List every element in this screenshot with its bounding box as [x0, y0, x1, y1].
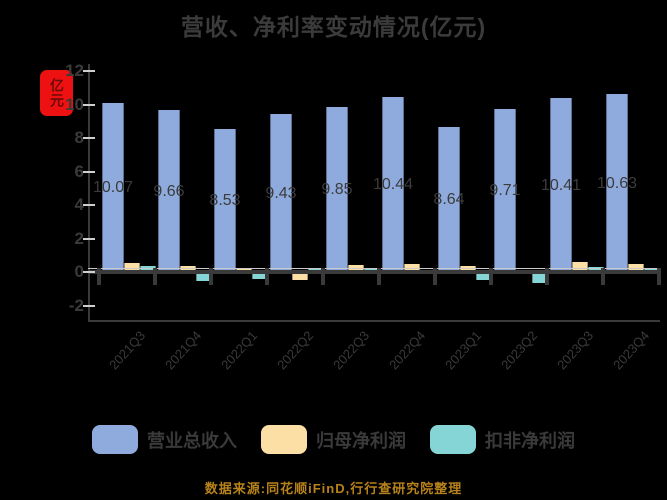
x-axis-tick-mark [209, 268, 213, 285]
legend-item-net-profit: 归母净利润 [261, 425, 406, 454]
legend-swatch-net-profit [261, 425, 307, 454]
y-axis-tick-mark [83, 237, 95, 240]
bar-net-profit [124, 262, 140, 272]
value-label: 10.44 [372, 176, 414, 194]
value-label: 10.63 [596, 174, 638, 192]
y-axis-tick-label: -2 [68, 295, 84, 315]
legend-label-net-profit: 归母净利润 [316, 430, 406, 451]
bar-revenue [494, 109, 516, 272]
bar-net-profit [628, 263, 644, 272]
y-axis-tick-label: 12 [65, 61, 84, 80]
bar-revenue [270, 114, 292, 272]
y-axis-tick-label: 0 [74, 262, 84, 281]
bar-revenue [102, 103, 124, 272]
x-axis-tick-mark [433, 268, 437, 285]
bar-revenue [382, 97, 404, 272]
value-label: 9.66 [153, 182, 185, 200]
bar-net-profit [404, 263, 420, 272]
value-label: 8.64 [433, 191, 465, 209]
y-axis-line [88, 64, 90, 322]
x-axis-tick-mark [601, 268, 605, 285]
bar-net-profit [236, 267, 252, 272]
legend-swatch-revenue [92, 425, 138, 454]
bar-revenue [438, 127, 460, 272]
x-axis-tick-mark [545, 268, 549, 285]
legend-label-revenue: 营业总收入 [147, 430, 237, 451]
value-label: 8.53 [209, 192, 241, 210]
x-axis-tick-mark [489, 268, 493, 285]
value-label: 9.71 [489, 182, 521, 200]
value-label: 10.07 [92, 179, 134, 197]
bar-net-profit [292, 272, 308, 280]
legend-swatch-deducted-profit [430, 425, 476, 454]
chart-title: 营收、净利率变动情况(亿元) [180, 14, 487, 40]
legend-item-revenue: 营业总收入 [92, 425, 237, 454]
value-label: 9.85 [321, 181, 353, 199]
y-axis-tick-label: 10 [65, 94, 84, 114]
y-axis-tick-mark [83, 137, 95, 139]
bar-revenue [214, 129, 236, 272]
y-axis-tick-label: 6 [74, 161, 84, 181]
x-axis-tick-mark [265, 268, 269, 285]
y-axis-tick-mark [83, 70, 95, 72]
legend-item-deducted-profit: 扣非净利润 [430, 425, 575, 454]
x-axis-bottom-line [88, 320, 660, 322]
x-axis-tick-mark [97, 268, 101, 285]
legend-label-deducted-profit: 扣非净利润 [485, 430, 575, 451]
data-source-caption: 数据来源:同花顺iFinD,行行查研究院整理 [204, 481, 463, 496]
legend: 营业总收入 归母净利润 扣非净利润 [0, 425, 667, 454]
y-axis-tick-mark [83, 204, 95, 206]
y-axis-tick-mark [83, 170, 95, 173]
x-axis-tick-mark [321, 268, 325, 285]
value-label: 10.41 [540, 176, 582, 194]
x-axis-tick-mark [657, 268, 661, 285]
y-axis-tick-label: 4 [74, 195, 84, 214]
bar-revenue [326, 107, 348, 272]
bar-revenue [606, 93, 628, 272]
x-axis-tick-mark [377, 268, 381, 285]
y-axis-tick-mark [83, 103, 95, 106]
x-axis-tick-mark [153, 268, 157, 285]
bar-revenue [158, 110, 180, 272]
y-axis-tick-mark [83, 271, 95, 273]
zero-baseline-highlight [88, 268, 660, 269]
zero-baseline [88, 270, 660, 274]
bar-net-profit [180, 266, 196, 272]
y-axis-tick-mark [83, 304, 95, 307]
y-axis-tick-label: 8 [74, 128, 84, 147]
y-axis-tick-label: 2 [74, 228, 84, 248]
bar-revenue [550, 97, 572, 272]
y-axis-unit-badge: 亿元 [40, 70, 73, 116]
value-label: 9.43 [265, 184, 297, 202]
bar-net-profit [460, 266, 476, 272]
bar-net-profit [572, 261, 588, 272]
